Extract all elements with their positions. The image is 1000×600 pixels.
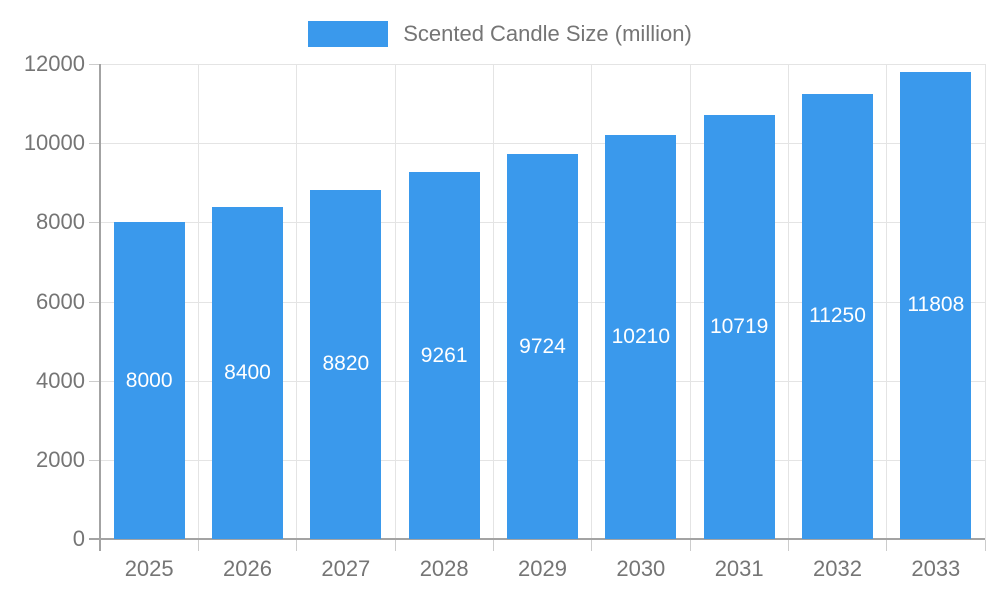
gridline-vertical xyxy=(492,64,494,540)
bar-2027[interactable]: 8820 xyxy=(310,189,382,539)
x-axis-tick xyxy=(886,540,888,551)
y-axis-tick-label: 4000 xyxy=(36,367,85,393)
y-axis-tick xyxy=(89,301,100,303)
x-axis-tick xyxy=(591,540,593,551)
legend-label: Scented Candle Size (million) xyxy=(403,21,692,46)
bar-2028[interactable]: 9261 xyxy=(408,172,480,539)
x-axis-label: 2030 xyxy=(616,556,666,581)
gridline-horizontal xyxy=(100,64,985,65)
y-axis-tick xyxy=(89,222,100,224)
x-axis-tick xyxy=(394,540,396,551)
gridline-vertical xyxy=(394,64,396,540)
legend: Scented Candle Size (million) xyxy=(0,19,1000,49)
x-axis-label: 2029 xyxy=(518,556,567,581)
bar-value-label: 8400 xyxy=(224,360,271,384)
bar-2029[interactable]: 9724 xyxy=(507,154,578,539)
x-axis-tick xyxy=(984,540,986,551)
bar-value-label: 9261 xyxy=(420,343,468,367)
bar-2031[interactable]: 10719 xyxy=(703,114,775,539)
gridline-horizontal xyxy=(100,143,985,145)
bar-2032[interactable]: 11250 xyxy=(802,93,873,539)
plot-area: 0 2000 4000 6000 8000 10000 12000 8000 2025 8400 2… xyxy=(24,51,986,581)
x-axis-label: 2026 xyxy=(223,556,272,581)
x-axis-line xyxy=(89,538,985,540)
bar-value-label: 10210 xyxy=(611,324,671,348)
gridline-vertical xyxy=(787,64,789,540)
y-axis-tick xyxy=(89,64,100,65)
y-axis-tick-label: 6000 xyxy=(36,288,85,314)
x-axis-label: 2025 xyxy=(124,556,174,581)
x-axis-label: 2032 xyxy=(813,556,862,581)
bar-2025[interactable]: 8000 xyxy=(113,222,185,539)
y-axis-tick-label: 0 xyxy=(72,526,85,551)
legend-swatch xyxy=(308,21,389,47)
x-axis-label: 2027 xyxy=(321,556,371,581)
y-axis-tick-label: 12000 xyxy=(23,51,85,76)
gridline-vertical xyxy=(591,64,593,540)
bar-value-label: 10719 xyxy=(709,314,769,338)
x-axis-tick xyxy=(492,540,494,551)
y-axis-tick-label: 10000 xyxy=(23,130,85,156)
y-axis-line xyxy=(99,64,101,551)
bar-value-label: 8000 xyxy=(125,368,173,392)
gridline-vertical xyxy=(296,64,298,540)
x-axis-tick xyxy=(197,540,199,551)
x-axis-tick xyxy=(787,540,789,551)
y-axis-tick-label: 2000 xyxy=(36,446,85,472)
y-axis-tick xyxy=(89,380,100,382)
legend-item[interactable]: Scented Candle Size (million) xyxy=(308,21,692,47)
x-axis-label: 2028 xyxy=(419,556,469,581)
gridline-vertical xyxy=(197,64,199,540)
x-axis-label: 2033 xyxy=(911,556,961,581)
x-axis-label: 2031 xyxy=(714,556,764,581)
y-axis-tick-label: 8000 xyxy=(36,209,85,235)
bar-value-label: 8820 xyxy=(322,352,370,376)
bar-value-label: 9724 xyxy=(519,334,566,358)
bar-value-label: 11808 xyxy=(907,293,965,317)
y-axis-tick xyxy=(89,143,100,145)
bar-2026[interactable]: 8400 xyxy=(212,206,283,539)
gridline-vertical xyxy=(984,64,986,540)
bar-2033[interactable]: 11808 xyxy=(900,71,972,539)
x-axis-tick xyxy=(689,540,691,551)
x-axis-tick xyxy=(296,540,298,551)
gridline-vertical xyxy=(886,64,888,540)
y-axis-tick xyxy=(89,459,100,461)
gridline-vertical xyxy=(689,64,691,540)
bar-value-label: 11250 xyxy=(809,304,866,328)
bar-2030[interactable]: 10210 xyxy=(605,134,677,539)
